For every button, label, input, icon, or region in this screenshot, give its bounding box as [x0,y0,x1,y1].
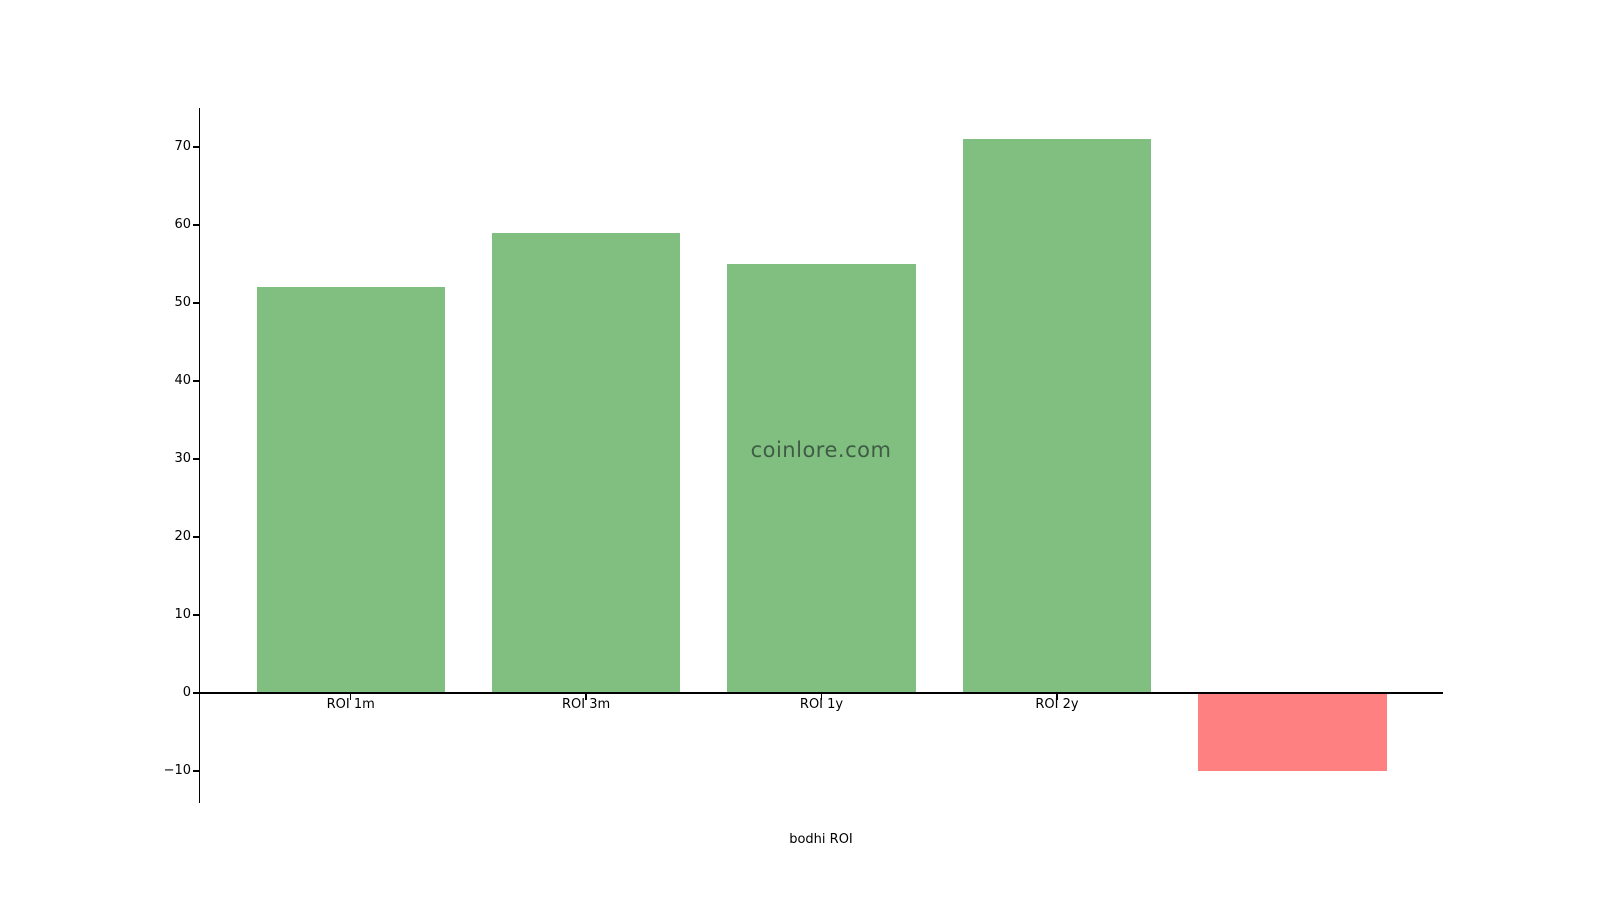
y-tick-mark [193,692,200,694]
y-tick-mark [193,770,200,772]
y-tick-label: 0 [182,685,191,700]
x-tick-label: ROI 2y [1035,697,1079,712]
x-axis-line [200,692,1443,694]
bar-roi-1m [256,287,445,693]
x-tick-label: ROI 1m [326,697,375,712]
y-tick-label: 10 [174,607,191,622]
y-tick-mark [193,224,200,226]
x-tick-mark [1056,693,1058,700]
x-tick-label: ROI 3m [562,697,611,712]
x-tick-label: ROI 1y [799,697,844,712]
y-tick-label: 60 [174,217,191,232]
watermark: coinlore.com [750,438,892,462]
y-tick-mark [193,146,200,148]
bar-5 [1198,693,1387,771]
y-tick-label: 40 [174,373,191,388]
y-tick-label: 30 [174,451,191,466]
x-tick-mark [585,693,587,700]
x-tick-mark [820,693,823,700]
bar-roi-2y [962,139,1152,693]
y-tick-mark [193,614,200,616]
y-tick-mark [193,380,200,382]
bar-roi-1y [727,264,916,693]
y-tick-label: −10 [163,763,191,778]
y-tick-label: 70 [174,139,191,154]
y-tick-label: 20 [174,529,191,544]
bar-roi-3m [491,232,681,693]
y-tick-label: 50 [174,295,191,310]
y-axis-line [198,108,200,803]
y-tick-mark [193,302,200,304]
y-tick-mark [193,536,200,538]
x-axis-title: bodhi ROI [789,832,853,847]
x-tick-mark [349,693,352,700]
y-tick-mark [193,458,200,460]
